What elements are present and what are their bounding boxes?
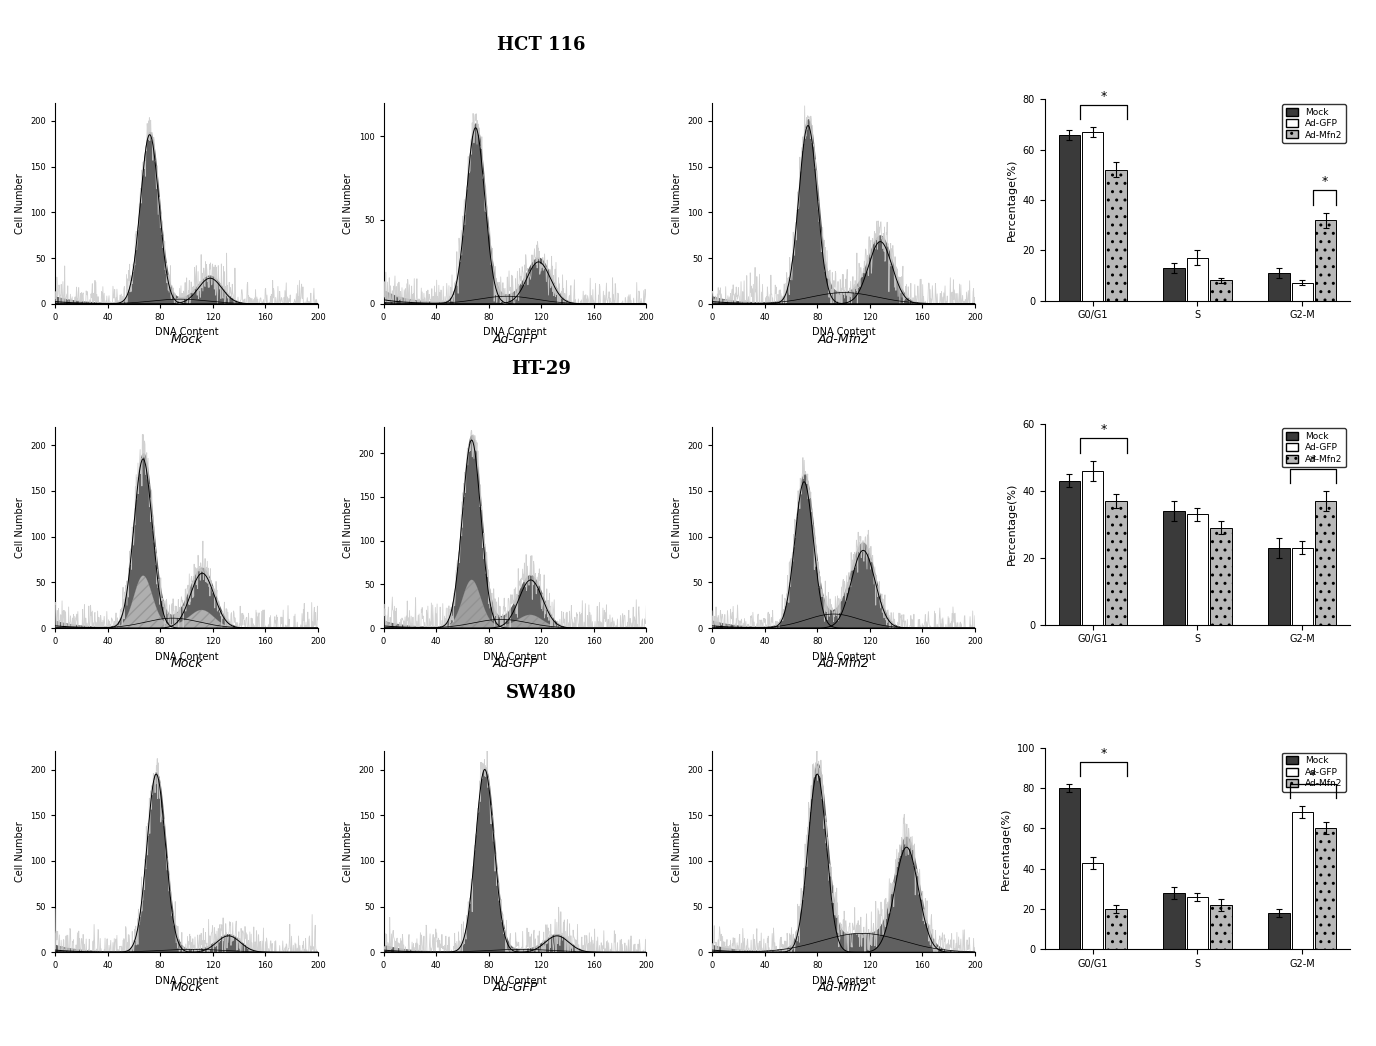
Legend: Mock, Ad-GFP, Ad-Mfn2: Mock, Ad-GFP, Ad-Mfn2 xyxy=(1282,752,1346,792)
X-axis label: DNA Content: DNA Content xyxy=(483,652,546,662)
X-axis label: DNA Content: DNA Content xyxy=(812,652,875,662)
Bar xyxy=(1058,481,1080,624)
Text: *: * xyxy=(1310,769,1317,782)
Bar xyxy=(1105,909,1127,949)
Text: Mock: Mock xyxy=(171,657,202,670)
Text: HCT 116: HCT 116 xyxy=(497,36,585,53)
X-axis label: DNA Content: DNA Content xyxy=(483,976,546,986)
Bar xyxy=(1105,169,1127,300)
Text: *: * xyxy=(1101,90,1106,103)
Text: *: * xyxy=(1101,747,1106,760)
Y-axis label: Percentage(%): Percentage(%) xyxy=(1002,808,1011,890)
X-axis label: DNA Content: DNA Content xyxy=(483,327,546,338)
Bar xyxy=(1292,813,1313,949)
Y-axis label: Percentage(%): Percentage(%) xyxy=(1007,159,1017,242)
Y-axis label: Cell Number: Cell Number xyxy=(671,497,681,558)
Y-axis label: Cell Number: Cell Number xyxy=(671,173,681,233)
Y-axis label: Cell Number: Cell Number xyxy=(343,821,354,882)
Bar xyxy=(1269,548,1289,624)
Text: Mock: Mock xyxy=(171,981,202,995)
Y-axis label: Cell Number: Cell Number xyxy=(343,173,354,233)
Bar xyxy=(1186,257,1208,300)
Bar xyxy=(1105,501,1127,624)
Bar xyxy=(1164,510,1185,624)
Bar xyxy=(1058,789,1080,949)
Text: SW480: SW480 xyxy=(505,684,577,702)
Bar xyxy=(1269,273,1289,300)
Text: Ad-Mfn2: Ad-Mfn2 xyxy=(817,333,870,346)
Bar xyxy=(1210,527,1232,624)
Bar xyxy=(1292,548,1313,624)
Text: Mock: Mock xyxy=(171,333,202,346)
Text: Ad-GFP: Ad-GFP xyxy=(493,981,538,995)
Text: Ad-Mfn2: Ad-Mfn2 xyxy=(817,657,870,670)
X-axis label: DNA Content: DNA Content xyxy=(154,976,219,986)
Y-axis label: Cell Number: Cell Number xyxy=(15,821,25,882)
Y-axis label: Cell Number: Cell Number xyxy=(343,497,354,558)
Bar xyxy=(1164,268,1185,300)
Y-axis label: Cell Number: Cell Number xyxy=(15,497,25,558)
Y-axis label: Percentage(%): Percentage(%) xyxy=(1007,483,1017,566)
Text: Ad-GFP: Ad-GFP xyxy=(493,333,538,346)
Bar xyxy=(1082,471,1104,624)
Text: HT-29: HT-29 xyxy=(510,360,571,378)
Text: Ad-GFP: Ad-GFP xyxy=(493,657,538,670)
Y-axis label: Cell Number: Cell Number xyxy=(671,821,681,882)
X-axis label: DNA Content: DNA Content xyxy=(154,652,219,662)
Bar xyxy=(1082,863,1104,949)
Bar xyxy=(1082,132,1104,300)
Bar xyxy=(1269,913,1289,949)
Bar xyxy=(1315,828,1336,949)
Bar xyxy=(1186,515,1208,624)
Bar xyxy=(1292,282,1313,300)
X-axis label: DNA Content: DNA Content xyxy=(812,327,875,338)
Bar xyxy=(1058,135,1080,300)
X-axis label: DNA Content: DNA Content xyxy=(812,976,875,986)
Bar xyxy=(1210,280,1232,300)
Text: Ad-Mfn2: Ad-Mfn2 xyxy=(817,981,870,995)
Text: *: * xyxy=(1310,454,1317,467)
Bar xyxy=(1186,896,1208,949)
X-axis label: DNA Content: DNA Content xyxy=(154,327,219,338)
Bar xyxy=(1315,220,1336,300)
Bar xyxy=(1164,892,1185,949)
Text: *: * xyxy=(1321,176,1328,188)
Bar xyxy=(1315,501,1336,624)
Text: *: * xyxy=(1101,424,1106,436)
Legend: Mock, Ad-GFP, Ad-Mfn2: Mock, Ad-GFP, Ad-Mfn2 xyxy=(1282,428,1346,468)
Legend: Mock, Ad-GFP, Ad-Mfn2: Mock, Ad-GFP, Ad-Mfn2 xyxy=(1282,104,1346,143)
Y-axis label: Cell Number: Cell Number xyxy=(15,173,25,233)
Bar xyxy=(1210,905,1232,949)
